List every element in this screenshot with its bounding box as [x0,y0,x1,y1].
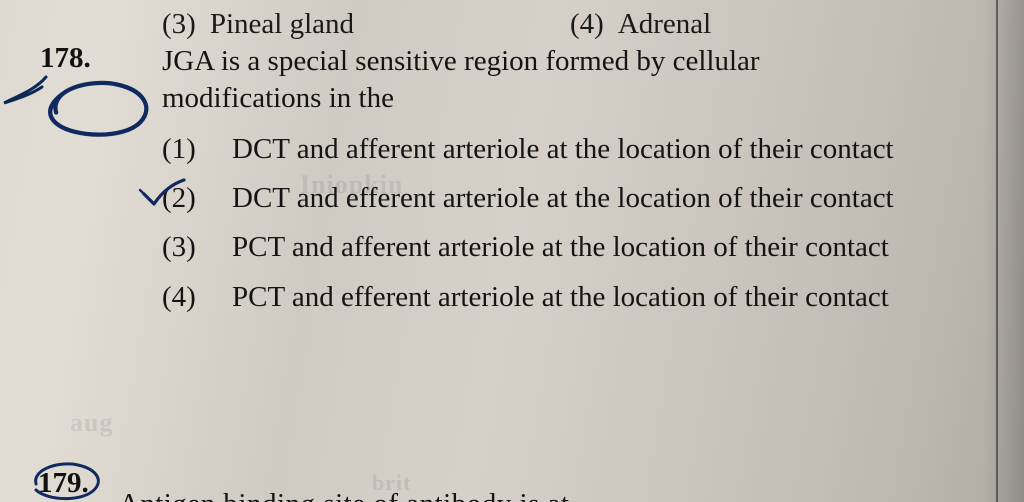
option-4-text: PCT and efferent arteriole at the locati… [232,279,889,316]
option-1-label: (1) [162,131,232,168]
pen-tick-icon [138,176,188,216]
page: (3) Pineal gland (4) Adrenal 178. JGA is… [0,0,1024,502]
pen-oval-icon [36,75,162,142]
question-row: 178. JGA is a special sensitive region f… [36,43,998,117]
option-1: (1) DCT and afferent arteriole at the lo… [162,131,998,168]
next-question-row: 179. Antigen binding site of antibody is… [34,466,569,502]
prev-question-options-row: (3) Pineal gland (4) Adrenal [162,8,998,41]
options-list: (1) DCT and afferent arteriole at the lo… [162,131,998,315]
next-question-number: 179. [34,466,95,502]
option-2-label: (2) [162,180,232,217]
question-number: 178. [36,43,97,75]
question-text: JGA is a special sensitive region formed… [162,43,922,117]
option-3-text: PCT and afferent arteriole at the locati… [232,229,889,266]
next-question-partial-text: Antigen binding site of antibody is at [119,488,570,502]
option-4: (4) PCT and efferent arteriole at the lo… [162,279,998,316]
question-text-line2: modifications in the [162,82,394,114]
option-2-text: DCT and efferent arteriole at the locati… [232,180,894,217]
option-2: (2) DCT and efferent arteriole at the lo… [162,180,998,217]
prev-option-3-label: (3) [162,8,196,41]
prev-option-4-text: Adrenal [618,8,711,41]
question-number-cell: 178. [36,43,162,147]
pen-oval-icon [22,458,110,502]
page-right-edge-line [996,0,998,502]
option-4-label: (4) [162,279,232,316]
option-3: (3) PCT and afferent arteriole at the lo… [162,229,998,266]
option-3-label: (3) [162,229,232,266]
prev-option-4-label: (4) [570,8,604,41]
prev-option-3-text: Pineal gland [210,8,354,41]
option-1-text: DCT and afferent arteriole at the locati… [232,131,894,168]
question-text-line1: JGA is a special sensitive region formed… [162,45,760,77]
ghost-text: aug [70,408,113,438]
